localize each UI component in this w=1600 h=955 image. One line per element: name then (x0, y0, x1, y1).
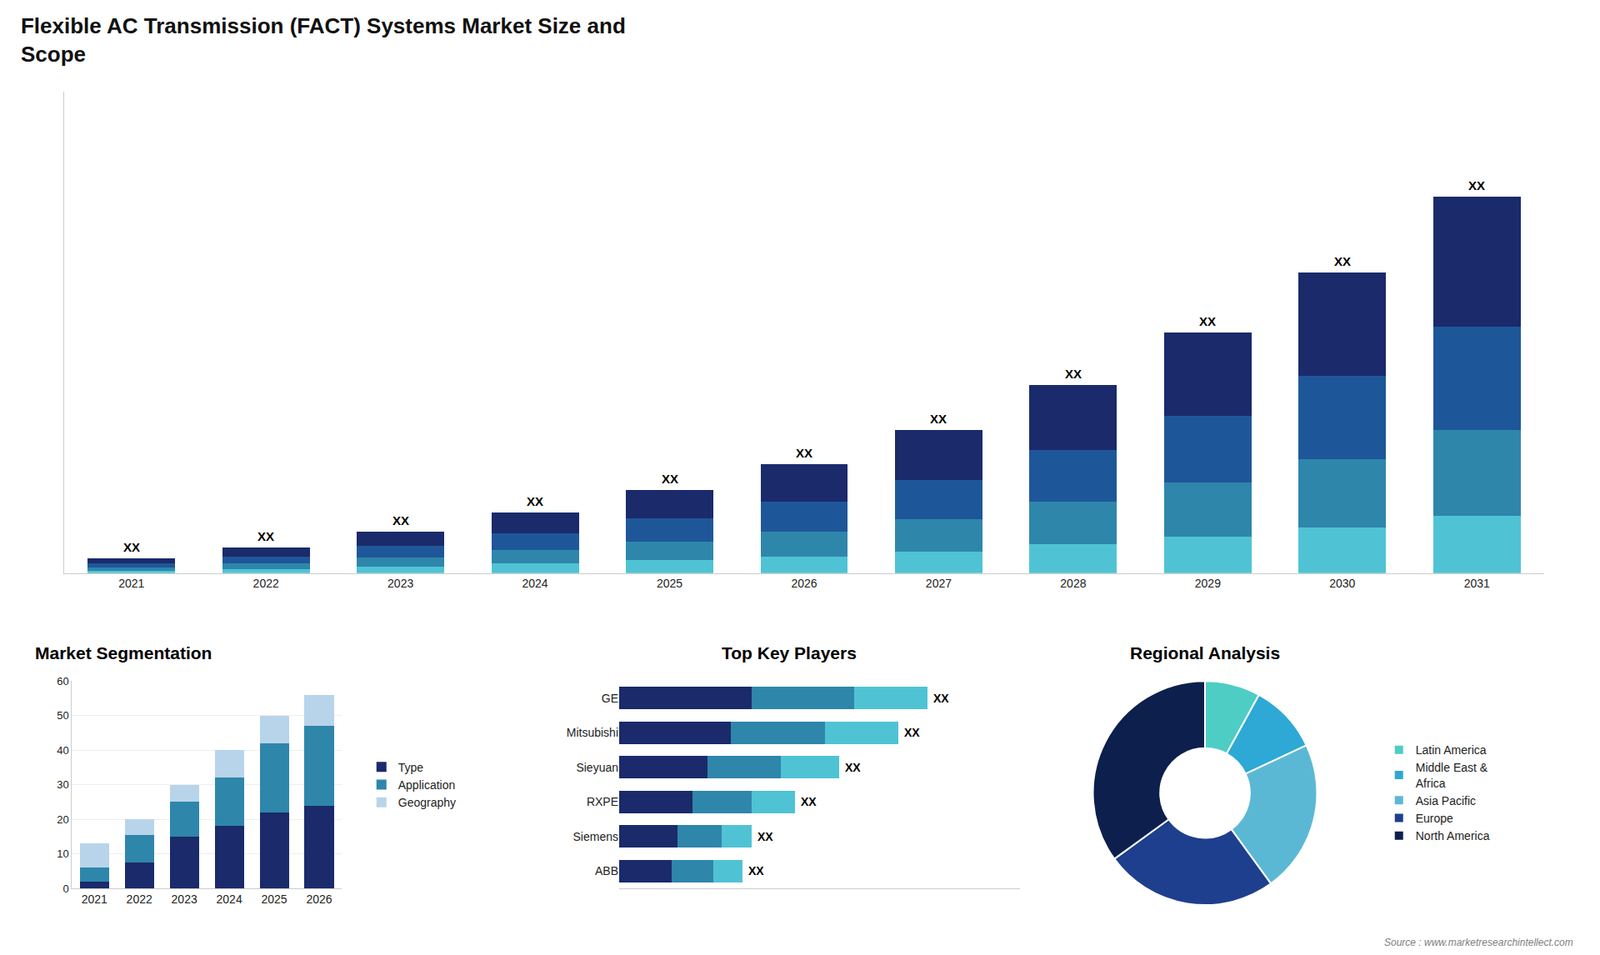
svg-text:XX: XX (1468, 178, 1485, 193)
svg-text:Source : www.marketresearchint: Source : www.marketresearchintellect.com (1384, 936, 1574, 949)
svg-text:Latin America: Latin America (1415, 743, 1487, 757)
svg-text:Middle East &Africa: Middle East &Africa (1415, 760, 1489, 790)
svg-text:XX: XX (1065, 366, 1082, 381)
svg-text:Europe: Europe (1415, 811, 1454, 825)
svg-text:GE: GE (601, 691, 619, 705)
svg-text:2025: 2025 (656, 576, 683, 590)
svg-text:XX: XX (795, 445, 813, 460)
svg-text:10: 10 (56, 847, 69, 860)
svg-text:0: 0 (62, 882, 69, 895)
svg-text:ABB: ABB (595, 864, 619, 878)
svg-text:North America: North America (1415, 829, 1490, 843)
svg-text:Asia Pacific: Asia Pacific (1415, 794, 1476, 808)
svg-text:XX: XX (748, 864, 765, 878)
svg-text:2031: 2031 (1464, 576, 1490, 590)
svg-text:RXPE: RXPE (586, 795, 619, 809)
svg-text:2021: 2021 (118, 576, 145, 590)
svg-text:Geography: Geography (398, 795, 456, 810)
svg-text:Siemens: Siemens (573, 830, 619, 844)
svg-text:30: 30 (56, 778, 69, 791)
svg-text:2022: 2022 (253, 576, 280, 590)
svg-text:XX: XX (904, 725, 920, 740)
svg-text:2030: 2030 (1329, 576, 1355, 590)
svg-text:Regional Analysis: Regional Analysis (1130, 643, 1280, 663)
svg-text:40: 40 (56, 744, 69, 757)
svg-text:2023: 2023 (171, 892, 198, 906)
svg-text:2023: 2023 (387, 576, 414, 590)
svg-text:Flexible AC Transmission (FACT: Flexible AC Transmission (FACT) Systems … (20, 13, 626, 67)
svg-text:2027: 2027 (925, 576, 952, 590)
svg-text:XX: XX (930, 411, 947, 426)
svg-text:2029: 2029 (1195, 576, 1221, 590)
svg-text:2021: 2021 (81, 892, 108, 906)
svg-text:XX: XX (257, 529, 275, 544)
svg-text:Application: Application (398, 778, 456, 792)
svg-text:2022: 2022 (126, 892, 153, 906)
svg-text:2026: 2026 (305, 892, 332, 906)
svg-text:Top Key Players: Top Key Players (721, 643, 857, 663)
svg-text:2025: 2025 (260, 892, 287, 906)
svg-text:XX: XX (757, 830, 774, 844)
svg-text:XX: XX (123, 540, 140, 555)
svg-text:Sieyuan: Sieyuan (575, 760, 619, 775)
svg-text:2024: 2024 (522, 576, 549, 590)
svg-text:XX: XX (845, 760, 861, 775)
svg-text:2026: 2026 (790, 576, 817, 590)
svg-text:20: 20 (56, 813, 69, 826)
svg-text:XX: XX (1199, 314, 1216, 329)
svg-text:60: 60 (56, 675, 69, 688)
svg-text:XX: XX (933, 691, 950, 705)
svg-text:XX: XX (526, 494, 544, 509)
svg-text:XX: XX (661, 471, 679, 486)
svg-text:2024: 2024 (216, 892, 243, 906)
svg-text:50: 50 (56, 709, 69, 722)
svg-text:XX: XX (800, 795, 817, 809)
svg-text:XX: XX (1334, 254, 1351, 269)
svg-text:2028: 2028 (1060, 576, 1086, 590)
svg-text:XX: XX (392, 513, 410, 528)
svg-text:Market Segmentation: Market Segmentation (35, 643, 212, 663)
svg-text:Type: Type (398, 760, 425, 775)
svg-text:Mitsubishi: Mitsubishi (566, 725, 619, 740)
